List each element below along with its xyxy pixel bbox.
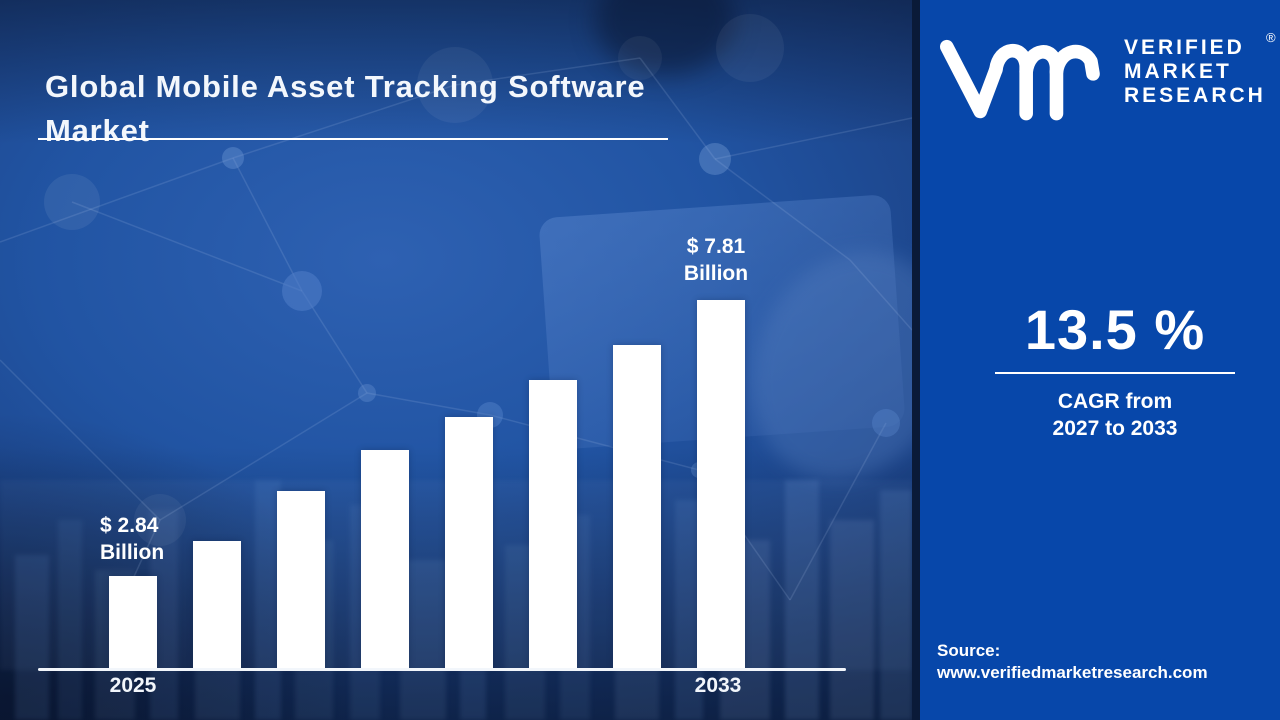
x-tick-2025: 2025	[109, 674, 157, 697]
cagr-label-line2: 2027 to 2033	[1052, 417, 1178, 440]
chart-panel: Global Mobile Asset Tracking Software Ma…	[0, 0, 912, 720]
source-url-link[interactable]: www.verifiedmarketresearch.com	[937, 663, 1208, 682]
brand-word-verified: VERIFIED	[1124, 36, 1245, 59]
source-block: Source: www.verifiedmarketresearch.com	[937, 640, 1208, 684]
registered-trademark-icon: ®	[1266, 30, 1276, 45]
bar-chart	[38, 296, 846, 671]
x-axis-line	[38, 668, 846, 671]
bar-6	[529, 380, 577, 668]
brand-logo: VERIFIED MARKET RESEARCH ®	[938, 28, 1276, 121]
brand-word-research: RESEARCH	[1124, 84, 1266, 107]
brand-word-market: MARKET	[1124, 60, 1232, 83]
panel-divider	[912, 0, 920, 720]
cagr-label: CAGR from 2027 to 2033	[950, 388, 1280, 442]
page-title-line1: Global Mobile Asset Tracking Software	[45, 68, 646, 104]
bar-2	[193, 541, 241, 668]
brand-wordmark: VERIFIED MARKET RESEARCH	[1124, 36, 1266, 108]
bar-4	[361, 450, 409, 668]
cagr-value: 13.5 %	[1024, 298, 1206, 361]
last-bar-value: $ 7.81	[686, 235, 746, 258]
source-label: Source:	[937, 641, 1001, 660]
x-tick-2033: 2033	[694, 674, 742, 697]
page-title-line2: Market	[45, 112, 150, 148]
bar-7	[613, 345, 661, 668]
bar-8	[697, 300, 745, 668]
last-bar-unit: Billion	[683, 262, 749, 285]
first-bar-value-label: $ 2.84 Billion	[100, 512, 164, 566]
first-bar-value: $ 2.84	[100, 514, 159, 537]
bar-5	[445, 417, 493, 668]
bar-1	[109, 576, 157, 668]
bar-3	[277, 491, 325, 668]
last-bar-value-label: $ 7.81 Billion	[648, 233, 784, 287]
sidebar: VERIFIED MARKET RESEARCH ® 13.5 % CAGR f…	[920, 0, 1280, 720]
cagr-label-line1: CAGR from	[1057, 390, 1173, 413]
vmr-monogram-icon	[940, 39, 1100, 121]
first-bar-unit: Billion	[100, 541, 165, 564]
title-underline	[38, 138, 668, 140]
cagr-block: 13.5 % CAGR from 2027 to 2033	[950, 300, 1280, 442]
cagr-underline	[995, 372, 1235, 374]
